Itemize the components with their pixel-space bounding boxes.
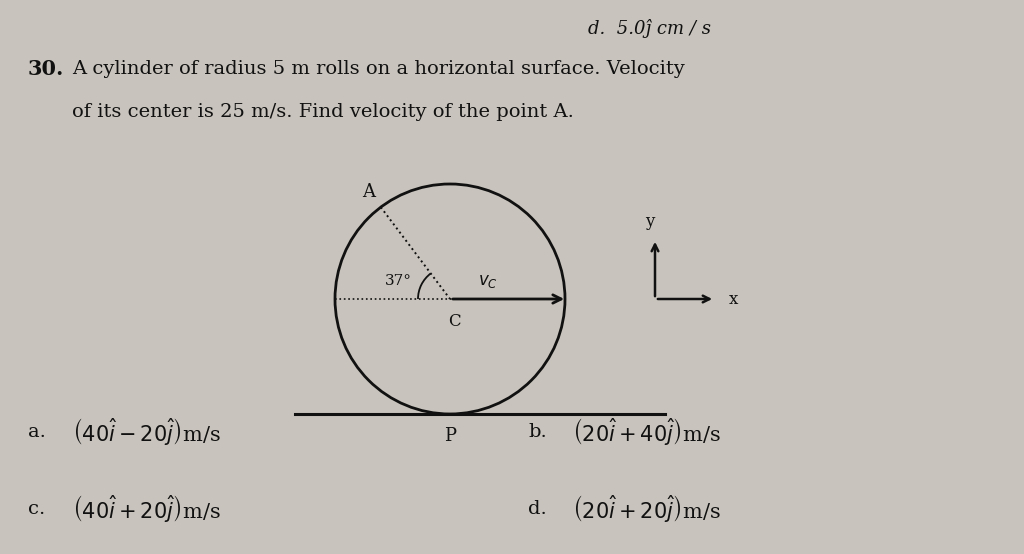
Text: y: y [645, 213, 654, 229]
Text: $\left(20\hat{i}+40\hat{j}\right)$m/s: $\left(20\hat{i}+40\hat{j}\right)$m/s [572, 416, 721, 448]
Text: d.  5.0ĵ cm / s: d. 5.0ĵ cm / s [589, 19, 712, 38]
Text: P: P [444, 427, 456, 445]
Text: A: A [362, 183, 375, 201]
Text: 30.: 30. [28, 59, 65, 79]
Text: $\left(20\hat{i}+20\hat{j}\right)$m/s: $\left(20\hat{i}+20\hat{j}\right)$m/s [572, 493, 721, 525]
Text: a.: a. [28, 423, 46, 441]
Text: c.: c. [28, 500, 45, 518]
Text: $v_C$: $v_C$ [478, 273, 498, 290]
Text: 37°: 37° [384, 274, 412, 288]
Text: A cylinder of radius 5 m rolls on a horizontal surface. Velocity: A cylinder of radius 5 m rolls on a hori… [72, 60, 685, 78]
Text: of its center is 25 m/s. Find velocity of the point A.: of its center is 25 m/s. Find velocity o… [72, 103, 573, 121]
Text: b.: b. [528, 423, 547, 441]
Text: d.: d. [528, 500, 547, 518]
Text: $\left(40\hat{i}-20\hat{j}\right)$m/s: $\left(40\hat{i}-20\hat{j}\right)$m/s [72, 416, 221, 448]
Text: x: x [728, 290, 737, 307]
Text: $\left(40\hat{i}+20\hat{j}\right)$m/s: $\left(40\hat{i}+20\hat{j}\right)$m/s [72, 493, 221, 525]
Text: C: C [447, 312, 461, 330]
